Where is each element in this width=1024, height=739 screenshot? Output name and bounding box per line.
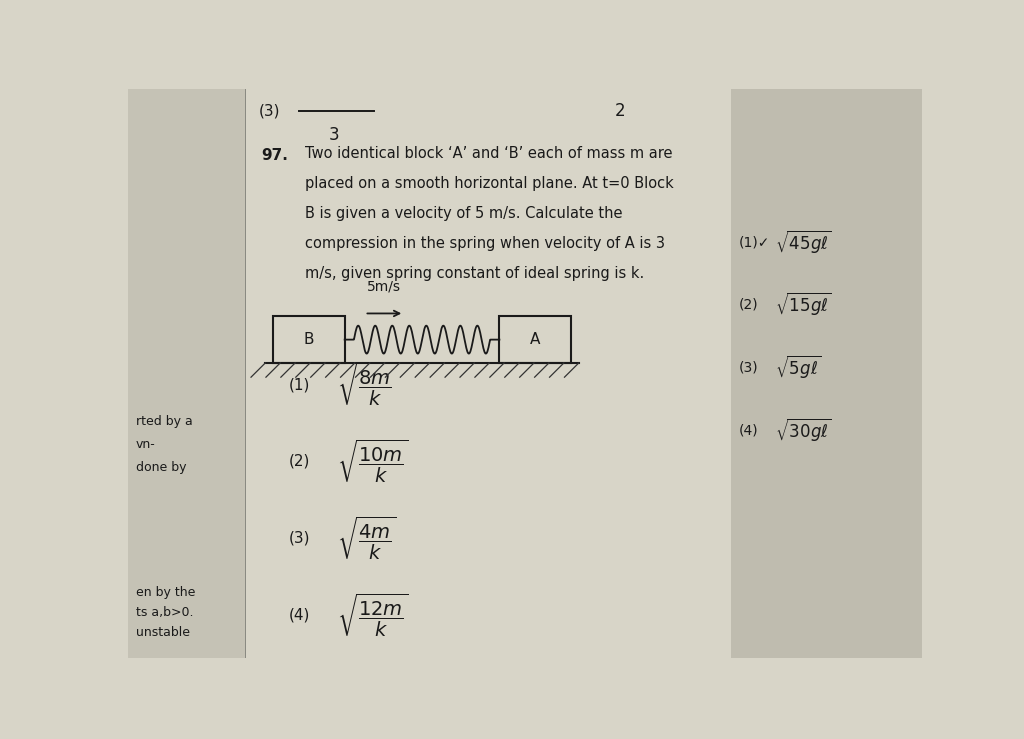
Text: $\sqrt{\dfrac{10m}{k}}$: $\sqrt{\dfrac{10m}{k}}$ <box>337 437 409 485</box>
Text: done by: done by <box>136 460 186 474</box>
Text: (3): (3) <box>289 531 310 545</box>
Text: 2: 2 <box>614 103 626 120</box>
Text: $\sqrt{\dfrac{12m}{k}}$: $\sqrt{\dfrac{12m}{k}}$ <box>337 591 409 638</box>
Text: Two identical block ‘A’ and ‘B’ each of mass m are: Two identical block ‘A’ and ‘B’ each of … <box>305 146 673 160</box>
Text: (4): (4) <box>739 423 759 437</box>
Text: vn-: vn- <box>136 437 156 451</box>
Text: $\sqrt{\dfrac{8m}{k}}$: $\sqrt{\dfrac{8m}{k}}$ <box>337 361 396 408</box>
Text: placed on a smooth horizontal plane. At t=0 Block: placed on a smooth horizontal plane. At … <box>305 176 674 191</box>
Text: unstable: unstable <box>136 626 189 638</box>
Bar <box>273 316 345 363</box>
Text: B is given a velocity of 5 m/s. Calculate the: B is given a velocity of 5 m/s. Calculat… <box>305 206 623 221</box>
Text: $\sqrt{15g\ell}$: $\sqrt{15g\ell}$ <box>775 291 831 319</box>
Text: (2): (2) <box>739 298 759 312</box>
Text: compression in the spring when velocity of A is 3: compression in the spring when velocity … <box>305 236 665 251</box>
Text: A: A <box>530 332 541 347</box>
Bar <box>246 89 922 658</box>
Text: (1): (1) <box>289 377 310 392</box>
Bar <box>128 89 246 658</box>
Text: 3: 3 <box>329 126 340 143</box>
Text: $\sqrt{\dfrac{4m}{k}}$: $\sqrt{\dfrac{4m}{k}}$ <box>337 514 396 562</box>
Text: (2): (2) <box>289 454 310 469</box>
Text: 97.: 97. <box>261 149 288 163</box>
Text: $\sqrt{30g\ell}$: $\sqrt{30g\ell}$ <box>775 417 831 443</box>
Text: (4): (4) <box>289 607 310 622</box>
Text: en by the: en by the <box>136 586 196 599</box>
Text: $\sqrt{45g\ell}$: $\sqrt{45g\ell}$ <box>775 229 831 256</box>
Text: rted by a: rted by a <box>136 415 193 428</box>
Text: (3): (3) <box>739 361 759 375</box>
Text: m/s, given spring constant of ideal spring is k.: m/s, given spring constant of ideal spri… <box>305 266 644 282</box>
Text: (1)✓: (1)✓ <box>739 235 770 249</box>
Text: ts a,b>0.: ts a,b>0. <box>136 606 194 619</box>
Bar <box>500 316 570 363</box>
Text: (3): (3) <box>259 104 281 119</box>
Text: $\sqrt{5g\ell}$: $\sqrt{5g\ell}$ <box>775 354 821 381</box>
Text: B: B <box>304 332 314 347</box>
Bar <box>731 89 922 658</box>
Text: 5m/s: 5m/s <box>368 279 401 293</box>
